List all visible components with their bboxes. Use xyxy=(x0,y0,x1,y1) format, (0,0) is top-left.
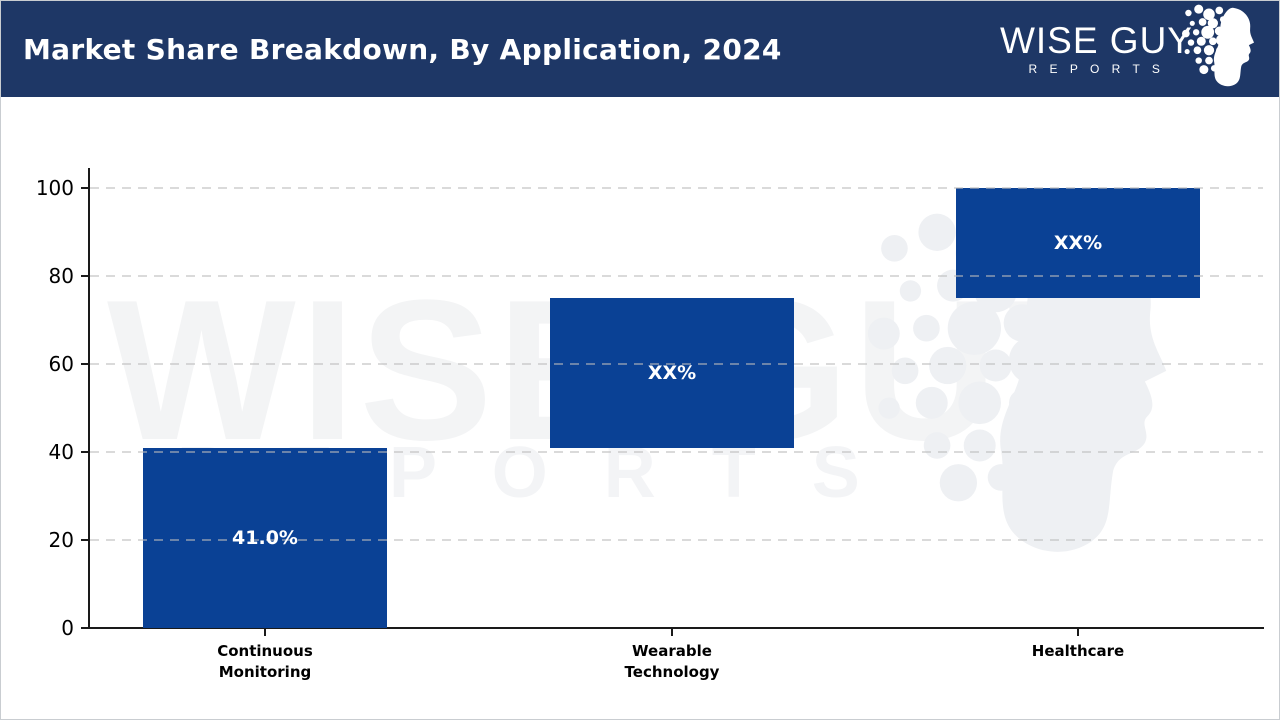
bar-value-label: XX% xyxy=(647,361,697,384)
y-tick xyxy=(81,539,88,541)
y-tick xyxy=(81,363,88,365)
label-line: Wearable xyxy=(632,642,712,660)
y-tick xyxy=(81,275,88,277)
y-axis-line xyxy=(88,168,90,629)
y-tick-label-100: 100 xyxy=(35,176,74,200)
gridline-20 xyxy=(90,539,1263,541)
dot-face-logo-icon xyxy=(1179,4,1257,94)
bar-value-label: XX% xyxy=(1053,232,1103,254)
y-tick-label-20: 20 xyxy=(48,528,74,552)
page-title: Market Share Breakdown, By Application, … xyxy=(23,32,782,66)
x-axis-label-continuous-monitoring: Continuous Monitoring xyxy=(145,641,385,683)
header-bar: Market Share Breakdown, By Application, … xyxy=(1,1,1279,97)
logo-text: WISE GUY R E P O R T S xyxy=(999,20,1193,76)
gridline-100 xyxy=(90,187,1263,189)
y-tick xyxy=(81,187,88,189)
x-axis-line xyxy=(88,627,1264,629)
y-tick xyxy=(81,627,88,629)
bar-healthcare xyxy=(956,188,1200,298)
wise-guy-reports-logo: WISE GUY R E P O R T S xyxy=(1000,1,1257,97)
x-tick xyxy=(264,629,266,636)
label-line: Continuous xyxy=(217,642,313,660)
logo-wordmark: WISE GUY xyxy=(999,20,1193,62)
x-tick xyxy=(1077,629,1079,636)
y-tick-label-60: 60 xyxy=(48,352,74,376)
label-line: Monitoring xyxy=(218,663,312,681)
bar-wearable-technology xyxy=(550,298,794,448)
y-tick-label-0: 0 xyxy=(61,616,74,640)
bar-continuous-monitoring xyxy=(143,447,387,628)
y-tick xyxy=(81,451,88,453)
x-axis-label-wearable-technology: Wearable Technology xyxy=(552,641,792,683)
y-tick-label-80: 80 xyxy=(48,264,74,288)
gridline-80 xyxy=(90,275,1263,277)
label-line: Healthcare xyxy=(1031,642,1125,660)
x-axis-label-healthcare: Healthcare xyxy=(958,641,1198,662)
gridline-60 xyxy=(90,363,1263,365)
bar-value-label: 41.0% xyxy=(232,526,298,549)
logo-subtext: R E P O R T S xyxy=(1028,61,1165,76)
label-line: Technology xyxy=(624,663,720,681)
gridline-40 xyxy=(90,451,1263,453)
y-tick-label-40: 40 xyxy=(48,440,74,464)
x-tick xyxy=(671,629,673,636)
